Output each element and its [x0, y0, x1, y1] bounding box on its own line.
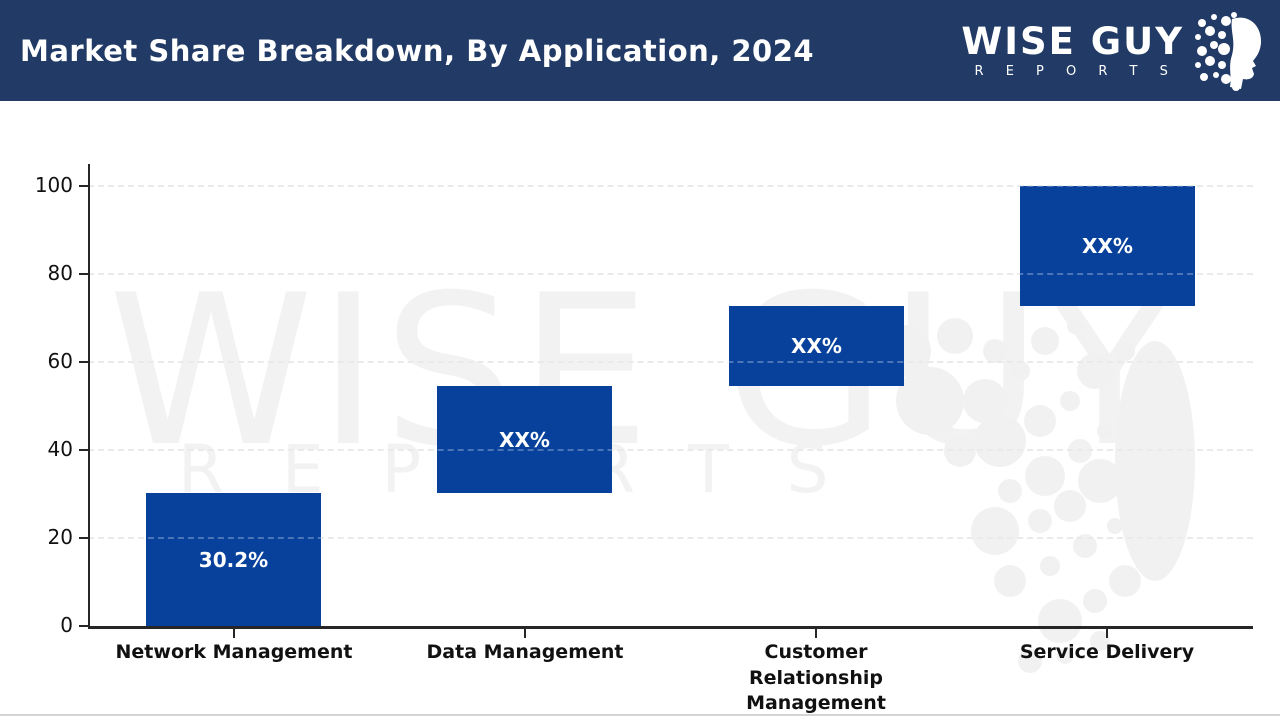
x-axis-tick: [233, 629, 235, 638]
y-axis-tick: [79, 185, 88, 187]
y-axis-tick-label: 20: [47, 525, 73, 549]
y-axis-tick: [79, 273, 88, 275]
x-axis-category-label: Data Management: [426, 641, 624, 663]
waterfall-bar: XX%: [437, 386, 612, 493]
y-axis-tick-label: 80: [47, 261, 73, 285]
waterfall-bar: XX%: [1020, 186, 1195, 306]
header-bar: Market Share Breakdown, By Application, …: [0, 0, 1280, 101]
y-axis-tick-label: 60: [47, 349, 73, 373]
footer-divider: [0, 714, 1280, 716]
x-axis-tick: [524, 629, 526, 638]
gridline-overlay: [88, 273, 1253, 275]
gridline: [88, 361, 1253, 363]
gridline: [88, 449, 1253, 451]
watermark-face-dots-icon: [879, 318, 1195, 673]
gridline-overlay: [88, 449, 1253, 451]
brand-logo: WISE GUY R E P O R T S: [961, 8, 1266, 94]
x-axis-category-label: Service Delivery: [1019, 641, 1195, 663]
y-axis-tick-label: 100: [34, 173, 73, 197]
y-axis-tick: [79, 537, 88, 539]
brand-subtitle: R E P O R T S: [974, 64, 1177, 79]
gridline: [88, 273, 1253, 275]
y-axis-tick: [79, 449, 88, 451]
y-axis-tick-label: 40: [47, 437, 73, 461]
x-axis-category-label: Customer Relationship Management: [746, 641, 886, 715]
gridline: [88, 537, 1253, 539]
brand-wordmark: WISE GUY R E P O R T S: [961, 23, 1184, 79]
y-axis-tick-label: 0: [60, 613, 73, 637]
y-axis-tick: [79, 361, 88, 363]
face-profile-icon: [1195, 12, 1262, 91]
brand-name: WISE GUY: [961, 20, 1184, 63]
x-axis-tick: [1106, 629, 1108, 638]
gridline: [88, 185, 1253, 187]
x-axis-line: [88, 626, 1253, 629]
page-title: Market Share Breakdown, By Application, …: [20, 33, 815, 68]
bar-value-label: XX%: [791, 334, 842, 358]
bar-value-label: XX%: [1082, 234, 1133, 258]
y-axis-tick: [79, 625, 88, 627]
gridline-overlay: [88, 185, 1253, 187]
x-axis-category-label: Network Management: [115, 641, 353, 663]
bar-value-label: XX%: [499, 427, 550, 452]
waterfall-bar: 30.2%: [146, 493, 321, 626]
gridline-overlay: [88, 537, 1253, 539]
gridline-overlay: [88, 361, 1253, 363]
waterfall-bar: XX%: [729, 306, 904, 386]
x-axis-tick: [815, 629, 817, 638]
y-axis-line: [88, 164, 90, 628]
bar-value-label: 30.2%: [198, 547, 269, 572]
